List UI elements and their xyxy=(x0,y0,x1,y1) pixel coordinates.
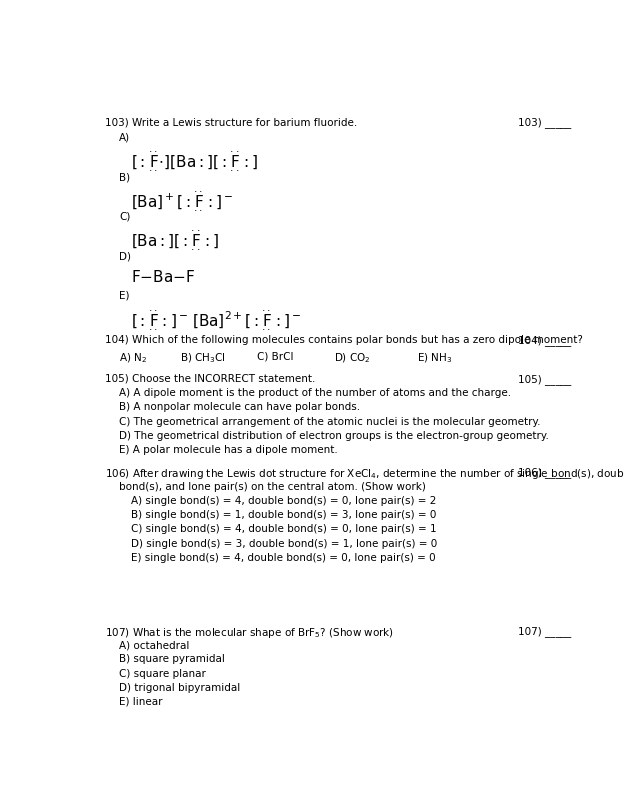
Text: C) single bond(s) = 4, double bond(s) = 0, lone pair(s) = 1: C) single bond(s) = 4, double bond(s) = … xyxy=(131,524,437,534)
Text: $[{\rm Ba}]^+[{:}\overset{..}{\underset{..}{\rm F}}{:}]^-$: $[{\rm Ba}]^+[{:}\overset{..}{\underset{… xyxy=(131,190,233,214)
Text: E) $\rm NH_3$: E) $\rm NH_3$ xyxy=(417,351,452,365)
Text: A) octahedral: A) octahedral xyxy=(119,639,190,649)
Text: 107) What is the molecular shape of BrF$_5$? (Show work): 107) What is the molecular shape of BrF$… xyxy=(105,625,394,639)
Text: C) square planar: C) square planar xyxy=(119,667,206,678)
Text: 104) Which of the following molecules contains polar bonds but has a zero dipole: 104) Which of the following molecules co… xyxy=(105,335,582,345)
Text: E): E) xyxy=(119,291,130,300)
Text: A) A dipole moment is the product of the number of atoms and the charge.: A) A dipole moment is the product of the… xyxy=(119,388,511,397)
Text: 104) _____: 104) _____ xyxy=(518,335,572,346)
Text: $[{\rm Ba}{:}][{:}\overset{..}{\underset{..}{\rm F}}{:}]$: $[{\rm Ba}{:}][{:}\overset{..}{\underset… xyxy=(131,229,220,253)
Text: C): C) xyxy=(119,211,130,222)
Text: $[{:}\overset{..}{\underset{..}{\rm F}}{:}]^-\,[{\rm Ba}]^{2+}[{:}\overset{..}{\: $[{:}\overset{..}{\underset{..}{\rm F}}{… xyxy=(131,308,301,332)
Text: D) $\rm CO_2$: D) $\rm CO_2$ xyxy=(334,351,371,365)
Text: 105) _____: 105) _____ xyxy=(518,373,572,385)
Text: C) BrCl: C) BrCl xyxy=(257,351,293,361)
Text: bond(s), and lone pair(s) on the central atom. (Show work): bond(s), and lone pair(s) on the central… xyxy=(119,481,426,491)
Text: D) trigonal bipyramidal: D) trigonal bipyramidal xyxy=(119,682,240,692)
Text: ${\rm F{-}Ba{-}F}$: ${\rm F{-}Ba{-}F}$ xyxy=(131,268,195,284)
Text: 106) _____: 106) _____ xyxy=(518,467,572,478)
Text: A) single bond(s) = 4, double bond(s) = 0, lone pair(s) = 2: A) single bond(s) = 4, double bond(s) = … xyxy=(131,495,437,505)
Text: B) $\rm CH_3Cl$: B) $\rm CH_3Cl$ xyxy=(180,351,225,365)
Text: 103) _____: 103) _____ xyxy=(518,117,572,128)
Text: $[{:}\overset{..}{\underset{..}{\rm F}}{\cdot}][{\rm Ba}{:}][{:}\overset{..}{\un: $[{:}\overset{..}{\underset{..}{\rm F}}{… xyxy=(131,149,258,174)
Text: C) The geometrical arrangement of the atomic nuclei is the molecular geometry.: C) The geometrical arrangement of the at… xyxy=(119,416,540,426)
Text: B): B) xyxy=(119,172,130,181)
Text: 106) After drawing the Lewis dot structure for XeCl$_4$, determine the number of: 106) After drawing the Lewis dot structu… xyxy=(105,467,624,481)
Text: B) square pyramidal: B) square pyramidal xyxy=(119,654,225,663)
Text: E) A polar molecule has a dipole moment.: E) A polar molecule has a dipole moment. xyxy=(119,445,338,454)
Text: 107) _____: 107) _____ xyxy=(518,625,572,636)
Text: D) single bond(s) = 3, double bond(s) = 1, lone pair(s) = 0: D) single bond(s) = 3, double bond(s) = … xyxy=(131,538,437,548)
Text: E) single bond(s) = 4, double bond(s) = 0, lone pair(s) = 0: E) single bond(s) = 4, double bond(s) = … xyxy=(131,552,436,562)
Text: E) linear: E) linear xyxy=(119,696,163,706)
Text: A) $\rm N_2$: A) $\rm N_2$ xyxy=(119,351,147,365)
Text: D): D) xyxy=(119,251,131,261)
Text: 103) Write a Lewis structure for barium fluoride.: 103) Write a Lewis structure for barium … xyxy=(105,117,357,128)
Text: B) single bond(s) = 1, double bond(s) = 3, lone pair(s) = 0: B) single bond(s) = 1, double bond(s) = … xyxy=(131,509,437,520)
Text: 105) Choose the INCORRECT statement.: 105) Choose the INCORRECT statement. xyxy=(105,373,315,383)
Text: A): A) xyxy=(119,132,130,142)
Text: D) The geometrical distribution of electron groups is the electron-group geometr: D) The geometrical distribution of elect… xyxy=(119,430,549,440)
Text: B) A nonpolar molecule can have polar bonds.: B) A nonpolar molecule can have polar bo… xyxy=(119,402,360,412)
